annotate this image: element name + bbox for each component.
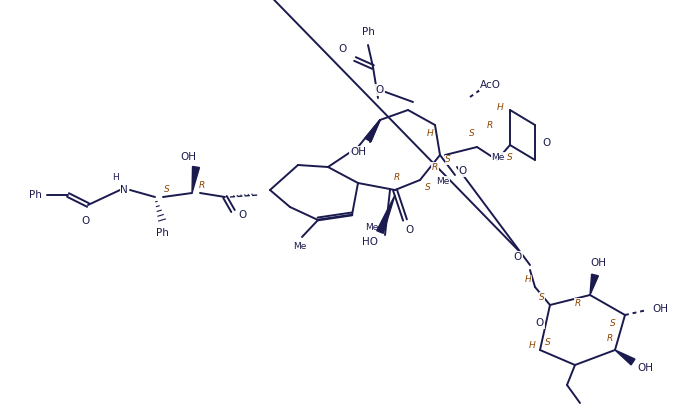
Text: S: S	[445, 156, 451, 164]
Text: S: S	[425, 183, 431, 193]
Text: H: H	[427, 129, 434, 137]
Text: Ph: Ph	[155, 228, 169, 238]
Text: Me: Me	[293, 242, 307, 251]
Text: OH: OH	[652, 304, 668, 314]
Text: R: R	[432, 163, 438, 171]
Text: S: S	[545, 337, 551, 347]
Text: O: O	[339, 44, 347, 54]
Text: O: O	[543, 138, 551, 148]
Text: R: R	[575, 298, 581, 308]
Text: Ph: Ph	[362, 27, 375, 37]
Polygon shape	[615, 350, 635, 365]
Text: O: O	[514, 252, 522, 262]
Text: S: S	[164, 185, 170, 193]
Text: S: S	[539, 293, 545, 302]
Text: Me: Me	[436, 176, 449, 186]
Text: N: N	[120, 185, 128, 195]
Text: R: R	[607, 334, 613, 342]
Text: Me: Me	[491, 152, 505, 161]
Text: H: H	[112, 173, 119, 183]
Text: Ph: Ph	[29, 190, 41, 200]
Text: H: H	[525, 276, 532, 285]
Text: OH: OH	[350, 147, 366, 157]
Polygon shape	[590, 274, 599, 295]
Polygon shape	[365, 120, 380, 142]
Text: O: O	[459, 166, 467, 176]
Text: Me: Me	[365, 222, 379, 232]
Text: O: O	[536, 318, 544, 328]
Text: H: H	[529, 340, 536, 349]
Text: S: S	[610, 318, 616, 327]
Text: AcO: AcO	[479, 80, 501, 90]
Text: R: R	[199, 181, 205, 190]
Text: OH: OH	[180, 152, 196, 162]
Text: R: R	[394, 173, 400, 183]
Text: O: O	[406, 225, 414, 235]
Polygon shape	[192, 166, 199, 193]
Text: OH: OH	[590, 258, 606, 268]
Text: HO: HO	[362, 237, 378, 247]
Text: S: S	[469, 129, 475, 137]
Polygon shape	[377, 195, 395, 233]
Text: O: O	[376, 85, 384, 95]
Text: R: R	[487, 120, 493, 129]
Text: S: S	[507, 152, 513, 161]
Text: H: H	[497, 103, 503, 112]
Text: OH: OH	[637, 363, 653, 373]
Text: O: O	[239, 210, 247, 220]
Text: O: O	[82, 216, 90, 226]
